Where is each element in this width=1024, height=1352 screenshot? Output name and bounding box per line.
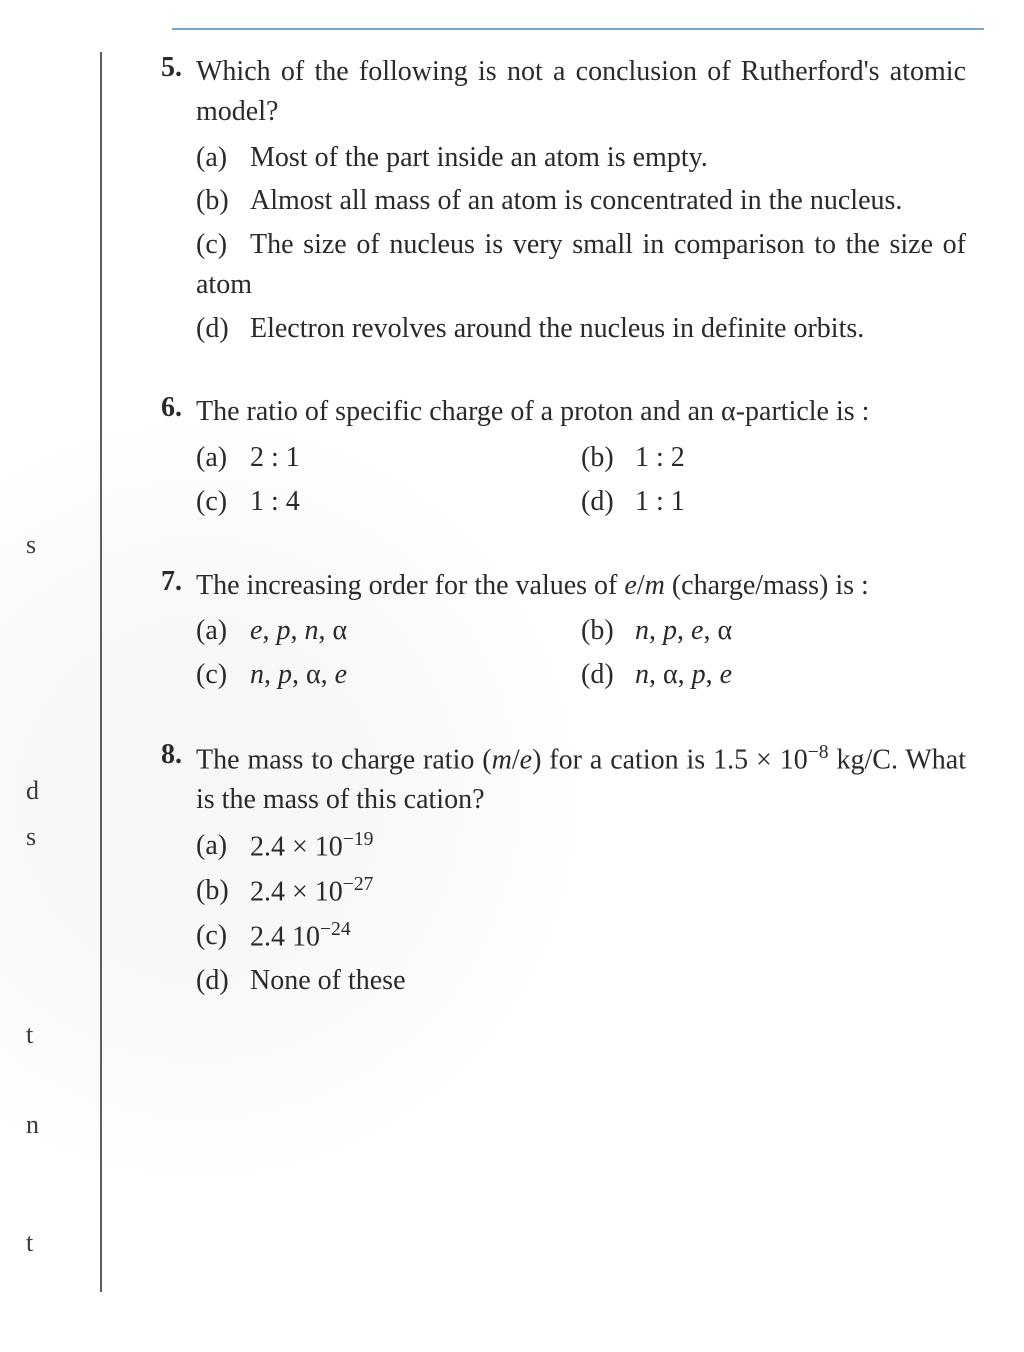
margin-stub: s: [26, 530, 36, 560]
option-text: None of these: [250, 961, 966, 1001]
option-label: (a): [196, 438, 250, 478]
question-number: 7.: [136, 566, 196, 598]
option-row: (c)1 : 4(d)1 : 1: [196, 482, 966, 522]
question-row: 5.Which of the following is not a conclu…: [136, 52, 966, 348]
margin-stub: n: [26, 1110, 39, 1140]
question-row: 8.The mass to charge ratio (m/e) for a c…: [136, 739, 966, 1001]
option-label: (d): [196, 961, 250, 1001]
option: (d)1 : 1: [581, 482, 966, 522]
question-body: Which of the following is not a conclusi…: [196, 52, 966, 348]
column-wrap: sdstnt 5.Which of the following is not a…: [40, 52, 984, 1292]
margin-stub: s: [26, 822, 36, 852]
margin-stub: d: [26, 776, 39, 806]
question-text: The ratio of specific charge of a proton…: [196, 392, 966, 432]
option-text: The size of nucleus is very small in com…: [196, 229, 966, 300]
option-text: 2.4 × 10−19: [250, 826, 966, 867]
option-label: (b): [196, 181, 250, 221]
option: (d)n, α, p, e: [581, 655, 966, 695]
option-row: (a)e, p, n, α(b)n, p, e, α: [196, 611, 966, 651]
question-text: Which of the following is not a conclusi…: [196, 52, 966, 132]
option-label: (b): [581, 438, 635, 478]
option: (b)2.4 × 10−27: [196, 871, 966, 912]
option: (a)2.4 × 10−19: [196, 826, 966, 867]
option: (c)n, p, α, e: [196, 655, 581, 695]
option-label: (d): [196, 309, 250, 349]
option: (b)n, p, e, α: [581, 611, 966, 651]
option: (a)Most of the part inside an atom is em…: [196, 138, 966, 178]
option-text: 1 : 4: [250, 482, 581, 522]
question-row: 6.The ratio of specific charge of a prot…: [136, 392, 966, 521]
option-label: (c): [196, 225, 250, 265]
option-label: (b): [581, 611, 635, 651]
option-text: 2.4 × 10−27: [250, 871, 966, 912]
option-label: (c): [196, 482, 250, 522]
option-row: (a)2 : 1(b)1 : 2: [196, 438, 966, 478]
option: (b)Almost all mass of an atom is concent…: [196, 181, 966, 221]
question-number: 5.: [136, 52, 196, 84]
option-label: (a): [196, 138, 250, 178]
option: (c)The size of nucleus is very small in …: [196, 225, 966, 305]
question: 5.Which of the following is not a conclu…: [136, 52, 966, 348]
question-text: The increasing order for the values of e…: [196, 566, 966, 606]
question-row: 7.The increasing order for the values of…: [136, 566, 966, 695]
option-text: e, p, n, α: [250, 611, 581, 651]
option-text: 2 : 1: [250, 438, 581, 478]
option-label: (b): [196, 871, 250, 911]
content-column: 5.Which of the following is not a conclu…: [136, 52, 984, 1292]
margin-stub: t: [26, 1228, 33, 1258]
option-text: 2.4 10−24: [250, 916, 966, 957]
option-text: n, p, e, α: [635, 611, 966, 651]
option-label: (a): [196, 611, 250, 651]
option-text: Most of the part inside an atom is empty…: [250, 142, 708, 173]
option-text: n, α, p, e: [635, 655, 966, 695]
option: (d)None of these: [196, 961, 966, 1001]
question-number: 6.: [136, 392, 196, 424]
page: sdstnt 5.Which of the following is not a…: [0, 0, 1024, 1332]
question: 6.The ratio of specific charge of a prot…: [136, 392, 966, 521]
option-text: 1 : 2: [635, 438, 966, 478]
margin-stub: t: [26, 1020, 33, 1050]
question-number: 8.: [136, 739, 196, 771]
option-row: (c)n, p, α, e(d)n, α, p, e: [196, 655, 966, 695]
margin-column: sdstnt: [40, 52, 102, 1292]
option: (c)2.4 10−24: [196, 916, 966, 957]
option-label: (c): [196, 916, 250, 956]
question-text: The mass to charge ratio (m/e) for a cat…: [196, 739, 966, 820]
option: (c)1 : 4: [196, 482, 581, 522]
option-text: n, p, α, e: [250, 655, 581, 695]
question: 7.The increasing order for the values of…: [136, 566, 966, 695]
option: (d)Electron revolves around the nucleus …: [196, 309, 966, 349]
option-label: (d): [581, 655, 635, 695]
option-text: Electron revolves around the nucleus in …: [250, 313, 864, 344]
option: (a)e, p, n, α: [196, 611, 581, 651]
question-body: The mass to charge ratio (m/e) for a cat…: [196, 739, 966, 1001]
option-text: 1 : 1: [635, 482, 966, 522]
top-rule: [172, 28, 984, 30]
option: (a)2 : 1: [196, 438, 581, 478]
option-label: (a): [196, 826, 250, 866]
option: (b)1 : 2: [581, 438, 966, 478]
question: 8.The mass to charge ratio (m/e) for a c…: [136, 739, 966, 1001]
question-body: The ratio of specific charge of a proton…: [196, 392, 966, 521]
option-label: (d): [581, 482, 635, 522]
question-body: The increasing order for the values of e…: [196, 566, 966, 695]
option-label: (c): [196, 655, 250, 695]
option-text: Almost all mass of an atom is concentrat…: [250, 185, 902, 216]
